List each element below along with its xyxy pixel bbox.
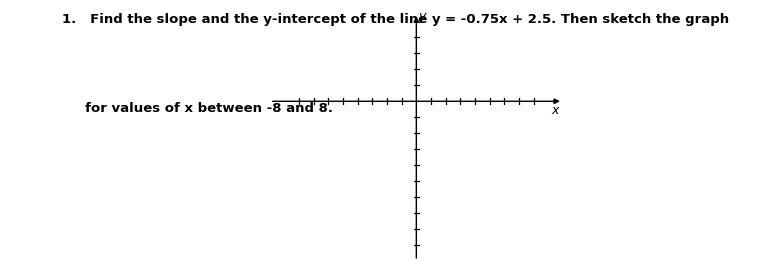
Text: y: y bbox=[419, 10, 426, 23]
Text: x: x bbox=[552, 104, 559, 116]
Text: for values of x between -8 and 8.: for values of x between -8 and 8. bbox=[62, 102, 332, 115]
Text: 1.   Find the slope and the y-intercept of the line y = -0.75x + 2.5. Then sketc: 1. Find the slope and the y-intercept of… bbox=[62, 13, 729, 26]
